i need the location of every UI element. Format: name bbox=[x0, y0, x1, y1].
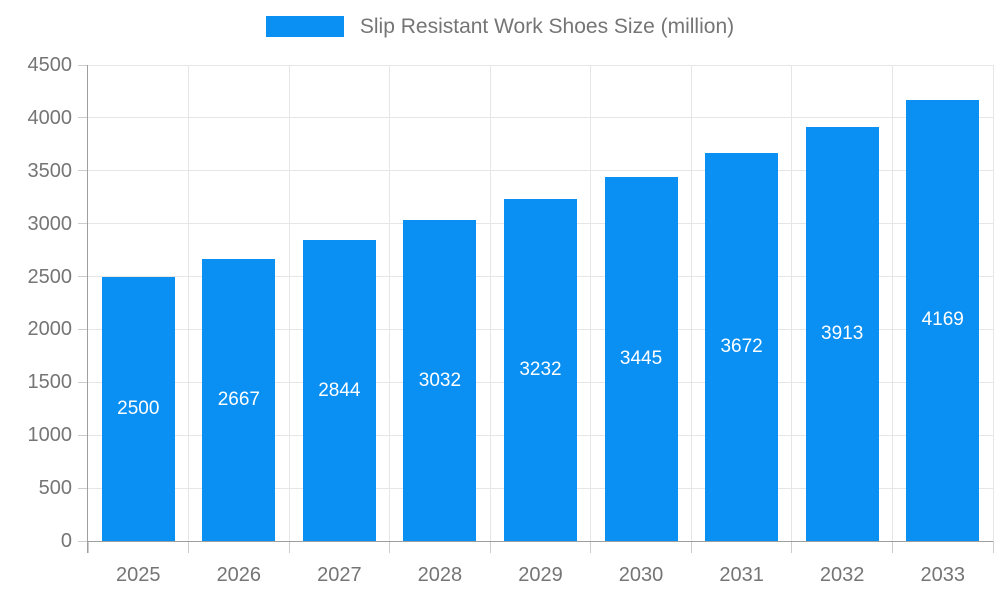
x-axis-tick-label: 2027 bbox=[317, 564, 362, 586]
bar-2028[interactable] bbox=[403, 220, 477, 541]
bar-2033[interactable] bbox=[906, 100, 980, 541]
y-axis-tick bbox=[78, 381, 88, 383]
legend-swatch-icon bbox=[265, 16, 344, 38]
x-axis-tick bbox=[891, 541, 893, 553]
gridline-vertical bbox=[288, 65, 290, 541]
y-axis-tick bbox=[78, 540, 88, 542]
bar-value-label: 4169 bbox=[921, 309, 964, 331]
bar-value-label: 2500 bbox=[117, 397, 160, 419]
y-axis-tick-label: 500 bbox=[38, 477, 72, 500]
x-axis-tick bbox=[87, 541, 89, 553]
bar-value-label: 3672 bbox=[720, 335, 763, 357]
bar-2029[interactable] bbox=[504, 199, 577, 541]
x-axis-tick bbox=[489, 541, 491, 553]
x-axis-tick-label: 2033 bbox=[920, 564, 965, 586]
y-axis-tick-label: 0 bbox=[60, 530, 72, 552]
y-axis-tick bbox=[78, 276, 88, 278]
y-axis-tick-label: 4500 bbox=[27, 54, 73, 76]
gridline-vertical bbox=[690, 65, 692, 541]
bar-2026[interactable] bbox=[202, 258, 276, 541]
x-axis-tick-label: 2026 bbox=[216, 564, 262, 586]
gridline-vertical bbox=[389, 65, 391, 541]
y-axis-tick bbox=[78, 434, 88, 436]
gridline-horizontal bbox=[88, 170, 993, 172]
legend-item[interactable]: Slip Resistant Work Shoes Size (million) bbox=[265, 14, 735, 39]
chart-legend: Slip Resistant Work Shoes Size (million) bbox=[0, 14, 1000, 39]
bar-value-label: 3232 bbox=[519, 359, 562, 381]
y-axis-tick-label: 1500 bbox=[27, 371, 73, 394]
y-axis-tick bbox=[78, 487, 88, 489]
x-axis-tick bbox=[690, 541, 692, 553]
y-axis-tick-label: 1000 bbox=[27, 424, 73, 447]
y-axis-line bbox=[87, 65, 88, 553]
y-axis-tick bbox=[78, 328, 88, 330]
y-axis-tick bbox=[78, 170, 88, 172]
x-axis-tick bbox=[188, 541, 190, 553]
gridline-horizontal bbox=[88, 117, 993, 119]
bar-value-label: 3913 bbox=[821, 323, 864, 345]
bar-2025[interactable] bbox=[101, 276, 175, 541]
bar-2032[interactable] bbox=[805, 127, 879, 541]
y-axis-tick bbox=[78, 223, 88, 225]
y-axis-tick bbox=[78, 64, 88, 66]
bar-2031[interactable] bbox=[705, 152, 779, 541]
y-axis-tick bbox=[78, 117, 88, 119]
x-axis-line bbox=[88, 540, 993, 542]
bar-2027[interactable] bbox=[302, 240, 376, 541]
bar-value-label: 2844 bbox=[318, 379, 361, 401]
x-axis-tick bbox=[590, 541, 592, 553]
bar-value-label: 3445 bbox=[619, 347, 663, 369]
y-axis-tick-label: 2500 bbox=[27, 265, 73, 288]
x-axis-tick-label: 2029 bbox=[518, 564, 563, 586]
y-axis-tick-label: 3000 bbox=[27, 212, 73, 235]
y-axis-tick-label: 2000 bbox=[27, 318, 73, 341]
x-axis-tick-label: 2031 bbox=[719, 564, 764, 586]
x-axis-tick bbox=[992, 541, 994, 553]
bar-value-label: 3032 bbox=[418, 369, 462, 391]
gridline-vertical bbox=[891, 65, 893, 541]
gridline-vertical bbox=[992, 65, 994, 541]
x-axis-tick-label: 2030 bbox=[618, 564, 664, 586]
y-axis-tick-label: 3500 bbox=[27, 159, 73, 182]
x-axis-tick-label: 2028 bbox=[417, 564, 463, 586]
bar-value-label: 2667 bbox=[217, 388, 260, 410]
bar-2030[interactable] bbox=[604, 176, 678, 541]
x-axis-tick-label: 2025 bbox=[116, 564, 161, 586]
x-axis-tick bbox=[288, 541, 290, 553]
gridline-horizontal bbox=[88, 64, 993, 66]
x-axis-tick bbox=[791, 541, 793, 553]
gridline-vertical bbox=[489, 65, 491, 541]
gridline-vertical bbox=[188, 65, 190, 541]
gridline-vertical bbox=[590, 65, 592, 541]
gridline-vertical bbox=[791, 65, 793, 541]
legend-label: Slip Resistant Work Shoes Size (million) bbox=[359, 15, 735, 38]
y-axis-tick-label: 4000 bbox=[27, 106, 73, 129]
x-axis-tick bbox=[389, 541, 391, 553]
x-axis-tick-label: 2032 bbox=[819, 564, 865, 586]
